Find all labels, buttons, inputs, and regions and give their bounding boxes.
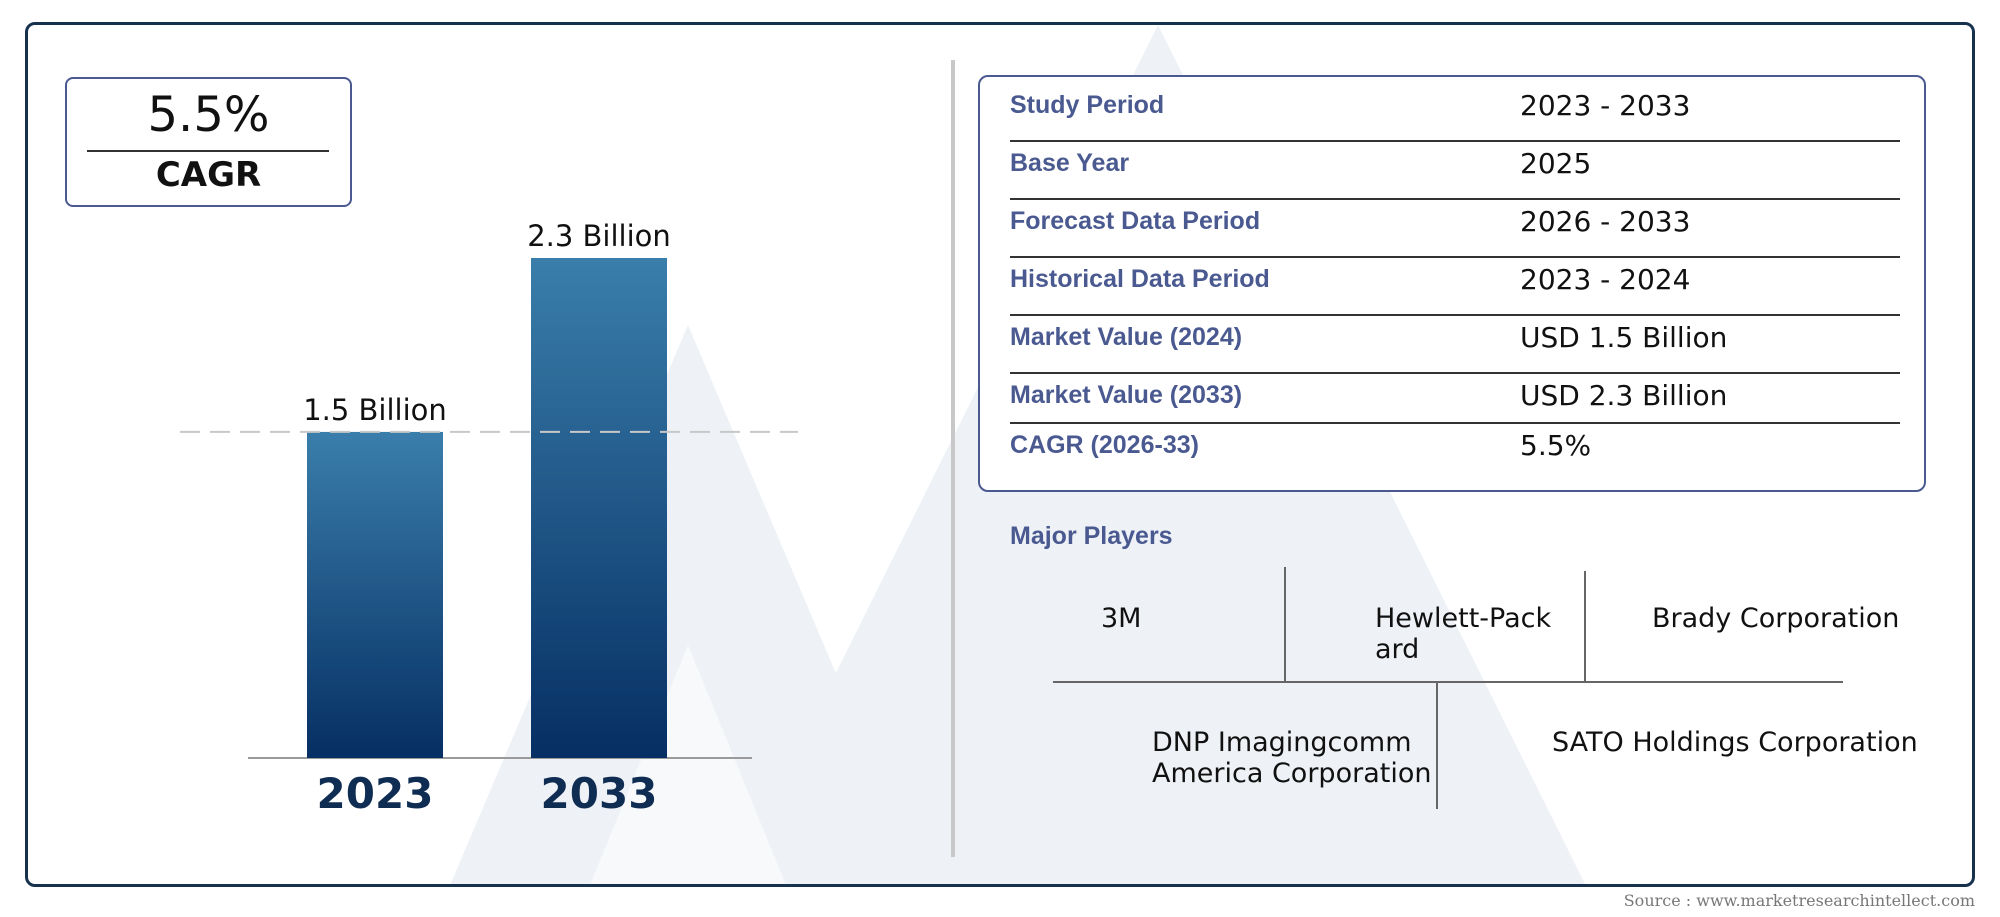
- bar-value-label: 1.5 Billion: [303, 393, 447, 427]
- info-value: 2025: [1520, 147, 1592, 180]
- bar-2033: [531, 258, 667, 758]
- info-row-separator: [1010, 422, 1900, 424]
- players-grid-line: [1436, 683, 1438, 809]
- section-divider: [951, 60, 955, 857]
- players-grid-line: [1053, 681, 1843, 683]
- info-label: CAGR (2026-33): [1010, 431, 1199, 459]
- info-row-separator: [1010, 198, 1900, 200]
- info-row-separator: [1010, 372, 1900, 374]
- players-grid-line: [1584, 571, 1586, 681]
- bar-value-label: 2.3 Billion: [527, 219, 671, 253]
- info-label: Forecast Data Period: [1010, 207, 1261, 235]
- source-credit: Source : www.marketresearchintellect.com: [1623, 891, 1975, 910]
- info-row: Market Value (2024) USD 1.5 Billion: [1010, 309, 1900, 367]
- info-value: 2026 - 2033: [1520, 205, 1691, 238]
- info-row-separator: [1010, 256, 1900, 258]
- info-row: CAGR (2026-33) 5.5%: [1010, 417, 1900, 475]
- player-name: 3M: [1101, 603, 1142, 634]
- cagr-value: 5.5%: [147, 87, 270, 143]
- info-value: 2023 - 2024: [1520, 263, 1691, 296]
- player-name: DNP Imagingcomm America Corporation: [1152, 727, 1432, 789]
- bar-2023: [307, 431, 443, 758]
- info-row: Forecast Data Period 2026 - 2033: [1010, 193, 1900, 251]
- info-value: 5.5%: [1520, 429, 1592, 462]
- info-label: Base Year: [1010, 149, 1130, 177]
- info-label: Study Period: [1010, 91, 1165, 119]
- market-info-table: Study Period 2023 - 2033 Base Year 2025 Fore…: [978, 75, 1926, 492]
- player-name: Brady Corporation: [1652, 603, 1900, 634]
- infographic-frame: 5.5% CAGR 1.5 Billion 2023 2.3 Billion 2033…: [25, 22, 1975, 887]
- info-value: USD 1.5 Billion: [1520, 321, 1728, 354]
- info-row: Historical Data Period 2023 - 2024: [1010, 251, 1900, 309]
- player-name: Hewlett-Pack ard: [1375, 603, 1552, 665]
- cagr-label: CAGR: [155, 155, 262, 195]
- x-tick-label: 2023: [317, 769, 434, 818]
- cagr-badge: 5.5% CAGR: [65, 77, 352, 207]
- major-players-title: Major Players: [1010, 522, 1173, 550]
- info-row: Market Value (2033) USD 2.3 Billion: [1010, 367, 1900, 425]
- info-row: Study Period 2023 - 2033: [1010, 77, 1900, 135]
- info-row: Base Year 2025: [1010, 135, 1900, 193]
- info-label: Historical Data Period: [1010, 265, 1270, 293]
- player-name: SATO Holdings Corporation: [1552, 727, 1918, 758]
- info-label: Market Value (2024): [1010, 323, 1243, 351]
- players-grid-line: [1284, 567, 1286, 681]
- info-row-separator: [1010, 140, 1900, 142]
- x-tick-label: 2033: [541, 769, 658, 818]
- info-row-separator: [1010, 314, 1900, 316]
- cagr-divider: [87, 150, 329, 152]
- bar-chart: 1.5 Billion 2023 2.3 Billion 2033: [180, 219, 798, 818]
- info-value: USD 2.3 Billion: [1520, 379, 1728, 412]
- info-label: Market Value (2033): [1010, 381, 1243, 409]
- info-value: 2023 - 2033: [1520, 89, 1691, 122]
